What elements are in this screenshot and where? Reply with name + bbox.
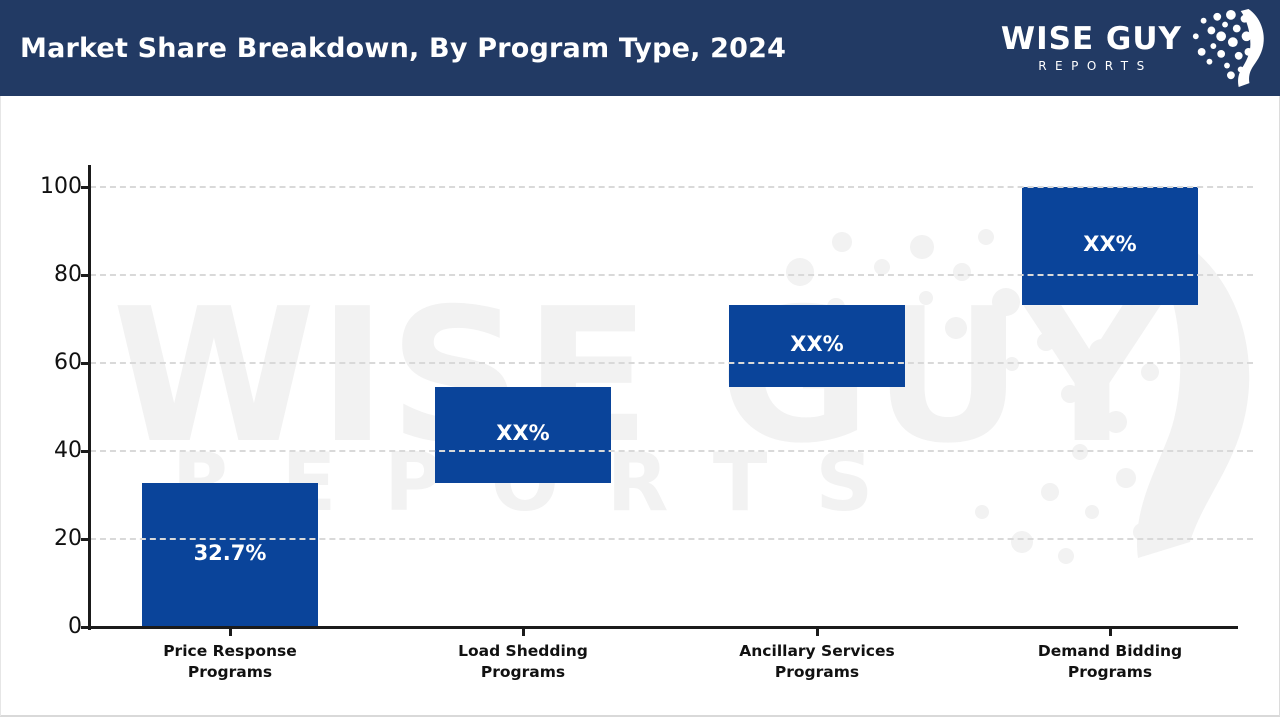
dotted-head-icon: [1192, 9, 1264, 87]
x-axis-line: [88, 626, 1238, 629]
chart-bar: [1022, 187, 1198, 305]
x-axis-category-label: Price Response Programs: [115, 641, 345, 683]
chart-bar: [729, 304, 905, 387]
x-axis-category-label: Load Shedding Programs: [408, 641, 638, 683]
y-axis-tick-label: 60: [54, 350, 82, 375]
category-label-line: Programs: [187, 663, 273, 681]
y-axis-tick-label: 100: [40, 174, 82, 199]
page-title: Market Share Breakdown, By Program Type,…: [20, 32, 787, 64]
y-gridline: [90, 538, 1253, 540]
category-label-line: Load Shedding: [458, 642, 588, 660]
y-axis-tick-mark: [81, 450, 90, 453]
bar-value-label: 32.7%: [193, 541, 267, 566]
y-axis-tick-label: 40: [54, 438, 82, 463]
category-label-line: Demand Bidding: [1037, 642, 1183, 660]
watermark-brand-name: WISE GUY: [112, 268, 1161, 484]
y-axis-tick-label: 80: [54, 262, 82, 287]
x-axis-tick-mark: [521, 627, 525, 636]
y-axis-tick-label: 20: [54, 526, 82, 551]
bar-value-label: XX%: [1083, 231, 1137, 256]
brand-logo-text: WISE GUY REPORTS: [1000, 21, 1182, 73]
x-axis-tick-mark: [228, 627, 232, 636]
y-axis-tick-mark: [81, 538, 90, 541]
x-axis-category-label: Demand Bidding Programs: [995, 641, 1225, 683]
category-label-line: Programs: [480, 663, 566, 681]
header-bar: Market Share Breakdown, By Program Type,…: [0, 0, 1280, 96]
y-gridline: [90, 186, 1253, 188]
x-axis-tick-mark: [1108, 627, 1112, 636]
y-gridline: [90, 274, 1253, 276]
y-gridline: [90, 362, 1253, 364]
category-label-line: Programs: [1067, 663, 1153, 681]
category-label-line: Ancillary Services: [739, 642, 895, 660]
brand-subtitle: REPORTS: [1038, 59, 1153, 73]
category-label-line: Price Response: [163, 642, 297, 660]
y-gridline: [90, 450, 1253, 452]
brand-name: WISE GUY: [1000, 21, 1182, 57]
frame-bottom-line: [0, 715, 1280, 717]
chart-bar: [142, 483, 318, 627]
brand-logo: WISE GUY REPORTS: [1001, 7, 1266, 89]
y-axis-tick-mark: [81, 274, 90, 277]
y-axis-tick-mark: [81, 362, 90, 365]
x-axis-tick-mark: [815, 627, 819, 636]
y-axis-tick-label: 0: [68, 614, 82, 639]
bar-value-label: XX%: [496, 420, 550, 445]
x-axis-category-label: Ancillary Services Programs: [702, 641, 932, 683]
y-axis-line: [88, 165, 91, 630]
y-axis-tick-mark: [81, 186, 90, 189]
category-label-line: Programs: [774, 663, 860, 681]
bar-value-label: XX%: [790, 331, 844, 356]
y-axis-tick-mark: [81, 626, 90, 629]
frame-left-line: [0, 96, 1, 716]
chart-bar: [435, 386, 611, 484]
